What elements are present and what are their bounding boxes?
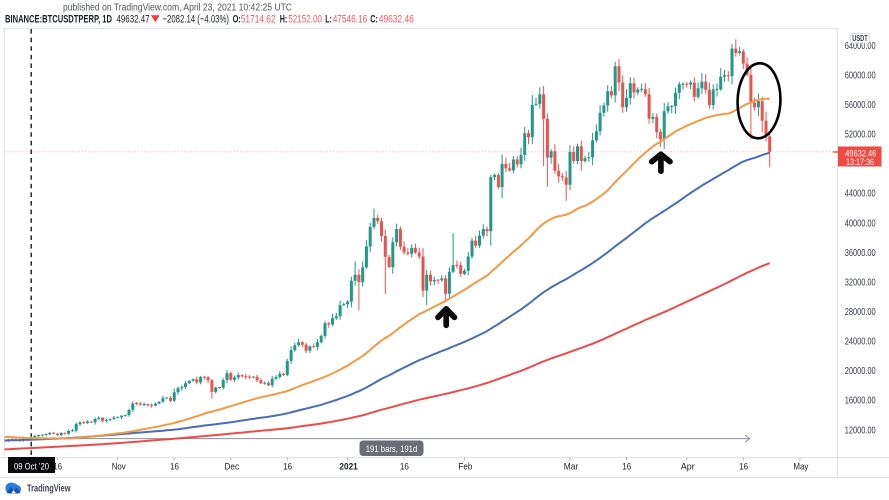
svg-text:44000.00: 44000.00 xyxy=(845,189,876,200)
svg-text:C:: C: xyxy=(370,14,378,26)
svg-text:May: May xyxy=(793,462,808,473)
svg-text:Nov: Nov xyxy=(112,462,126,473)
svg-text:TradingView: TradingView xyxy=(27,484,71,495)
svg-text:52152.00: 52152.00 xyxy=(288,14,322,26)
svg-text:Mar: Mar xyxy=(564,462,579,473)
svg-text:28000.00: 28000.00 xyxy=(845,307,876,318)
svg-text:60000.00: 60000.00 xyxy=(845,70,876,81)
svg-text:64000.00: 64000.00 xyxy=(845,41,876,52)
svg-text:16: 16 xyxy=(283,462,292,473)
svg-text:20000.00: 20000.00 xyxy=(845,366,876,377)
svg-text:56000.00: 56000.00 xyxy=(845,100,876,111)
svg-text:USDT: USDT xyxy=(852,34,868,43)
svg-text:16: 16 xyxy=(170,462,179,473)
svg-text:16: 16 xyxy=(53,462,62,473)
svg-text:2021: 2021 xyxy=(339,462,358,473)
svg-text:L:: L: xyxy=(325,14,332,26)
svg-text:49632.46: 49632.46 xyxy=(379,14,414,26)
svg-text:H:: H: xyxy=(280,14,288,26)
svg-text:BINANCE:BTCUSDTPERP, 1D: BINANCE:BTCUSDTPERP, 1D xyxy=(5,14,112,26)
svg-text:published on TradingView.com,: published on TradingView.com, April 23, … xyxy=(63,3,292,14)
svg-text:O:: O: xyxy=(233,14,241,26)
svg-text:Apr: Apr xyxy=(681,462,695,473)
svg-text:09 Oct ’20: 09 Oct ’20 xyxy=(14,462,49,473)
svg-text:16: 16 xyxy=(739,462,748,473)
svg-text:36000.00: 36000.00 xyxy=(845,248,876,259)
svg-text:32000.00: 32000.00 xyxy=(845,277,876,288)
svg-text:12000.00: 12000.00 xyxy=(845,425,876,436)
svg-text:52000.00: 52000.00 xyxy=(845,130,876,141)
svg-text:16: 16 xyxy=(622,462,631,473)
svg-text:Feb: Feb xyxy=(458,462,472,473)
svg-text:16: 16 xyxy=(400,462,409,473)
svg-text:40000.00: 40000.00 xyxy=(845,218,876,229)
svg-text:49632.46: 49632.46 xyxy=(845,148,876,158)
svg-text:13:17:36: 13:17:36 xyxy=(846,157,874,167)
svg-text:Dec: Dec xyxy=(225,462,240,473)
svg-text:24000.00: 24000.00 xyxy=(845,337,876,348)
svg-text:191 bars, 191d: 191 bars, 191d xyxy=(366,444,418,455)
svg-text:47546.16: 47546.16 xyxy=(333,14,368,26)
svg-text:16000.00: 16000.00 xyxy=(845,396,876,407)
svg-text:−2082.14 (−4.03%): −2082.14 (−4.03%) xyxy=(163,14,230,26)
svg-text:49632.47: 49632.47 xyxy=(117,14,150,26)
svg-text:51714.62: 51714.62 xyxy=(241,14,276,26)
